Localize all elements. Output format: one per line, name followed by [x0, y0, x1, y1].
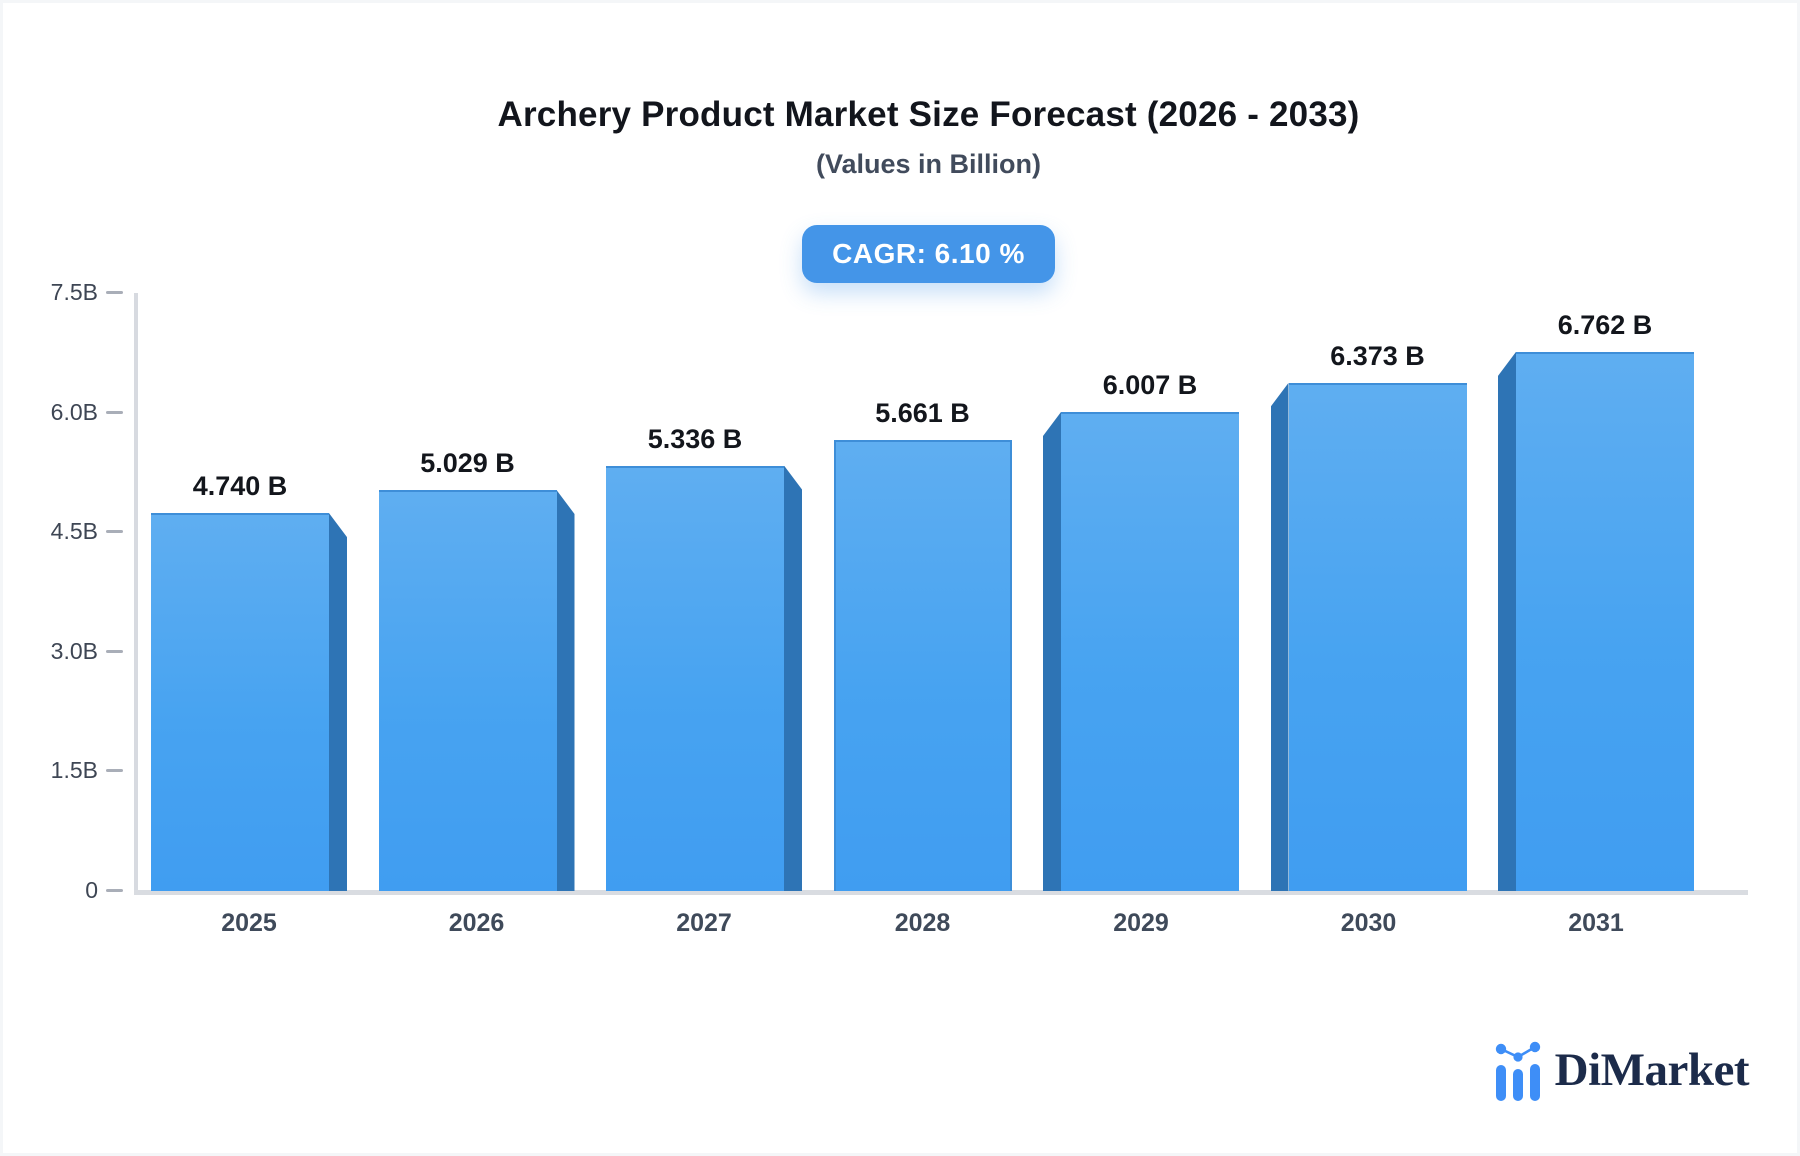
cagr-badge-row: CAGR: 6.10 %	[134, 225, 1723, 283]
bar-2028	[833, 439, 1012, 891]
bar-2031	[1516, 351, 1694, 891]
bar-side	[1498, 351, 1516, 891]
y-tick-label: 0	[85, 877, 98, 903]
x-axis-label: 2029	[1113, 909, 1169, 937]
y-tick	[106, 889, 123, 892]
chart-subtitle: (Values in Billion)	[815, 149, 1042, 179]
bar-2025	[151, 513, 329, 891]
bar-value-label: 5.661 B	[875, 397, 970, 428]
brand-name: DiMarket	[1554, 1044, 1750, 1096]
x-axis-label: 2031	[1568, 909, 1624, 937]
x-axis-label: 2027	[676, 909, 732, 937]
x-axis-label: 2025	[221, 909, 277, 937]
bar-side	[556, 490, 575, 891]
bar-value-label: 6.762 B	[1557, 309, 1653, 340]
plot-area: 7.5B 6.0B 4.5B 3.0B 1.5B 0 4.740 B 2025 5.029 B 2…	[3, 3, 1797, 1153]
x-axis-label: 2028	[894, 909, 951, 937]
bar-2030	[1288, 382, 1467, 891]
bar-2027	[606, 465, 784, 891]
y-tick	[106, 410, 123, 414]
chart-title: Archery Product Market Size Forecast (20…	[497, 95, 1360, 134]
brand-logo: DiMarket	[1495, 1039, 1750, 1101]
y-tick	[106, 769, 123, 773]
bar-line-chart-icon	[1495, 1041, 1540, 1101]
bar-2026	[378, 490, 557, 891]
bar-value-label: 6.007 B	[1102, 370, 1198, 401]
bar-value-label: 5.336 B	[647, 423, 743, 454]
bar-side	[784, 465, 802, 891]
y-tick-label: 3.0B	[50, 637, 98, 664]
bar-value-label: 6.373 B	[1330, 340, 1425, 371]
y-tick-label: 7.5B	[50, 279, 98, 305]
y-tick	[106, 530, 123, 534]
y-tick-label: 4.5B	[50, 518, 98, 545]
x-axis-label: 2026	[448, 909, 505, 937]
bar-value-label: 4.740 B	[192, 471, 288, 502]
y-tick-label: 1.5B	[50, 757, 98, 784]
y-tick-label: 6.0B	[50, 398, 98, 425]
x-axis	[134, 890, 1748, 895]
bar-side	[1270, 382, 1289, 891]
y-tick	[106, 649, 123, 653]
cagr-badge: CAGR: 6.10 %	[802, 225, 1055, 283]
bar-side	[329, 513, 347, 891]
y-tick	[106, 291, 123, 294]
bar-value-label: 5.029 B	[420, 448, 515, 479]
y-axis	[134, 293, 138, 891]
x-axis-label: 2030	[1340, 909, 1397, 937]
bar-2029	[1061, 412, 1239, 891]
bar-side	[1043, 412, 1061, 891]
